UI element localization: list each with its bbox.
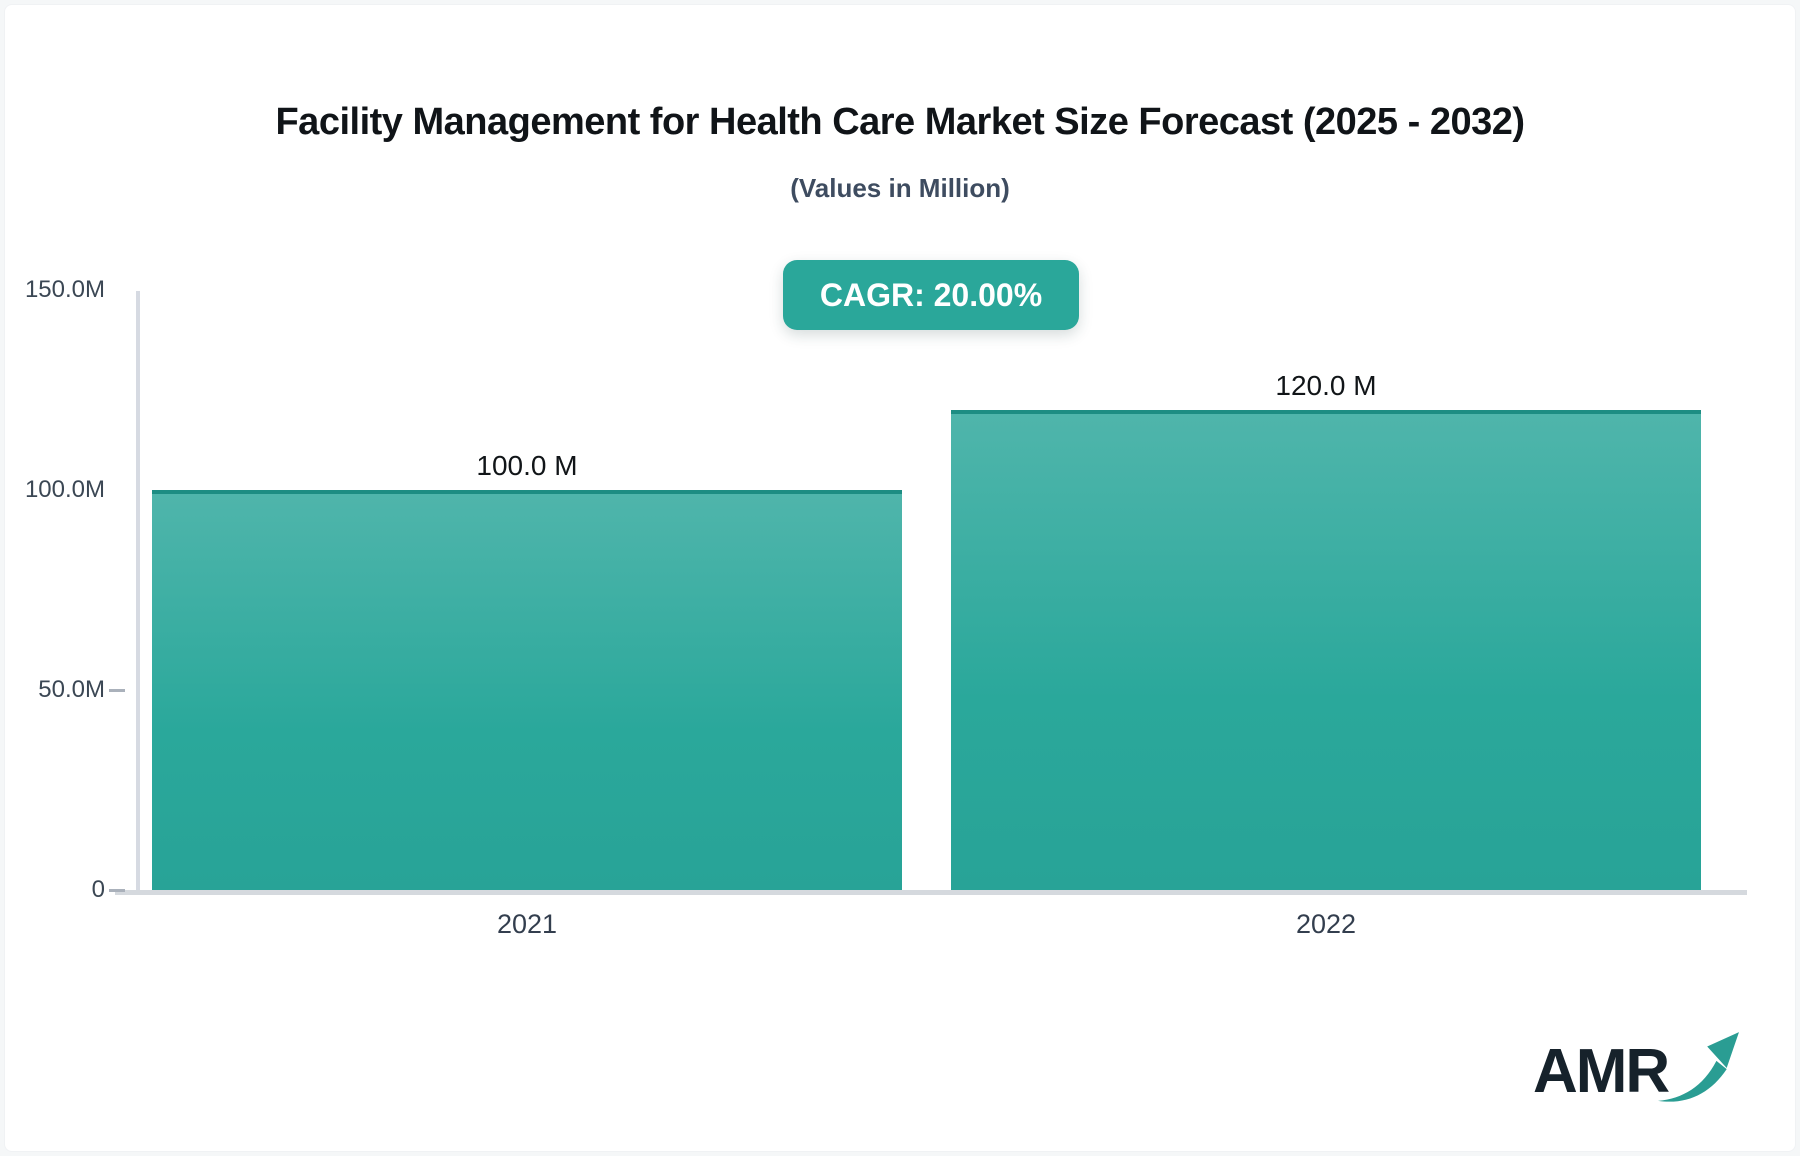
- trend-up-arrow-icon: [1658, 1025, 1740, 1112]
- bar-value-label-2021: 100.0 M: [476, 450, 578, 481]
- y-tick-100m: 100.0M: [24, 476, 105, 503]
- x-axis-line: [115, 890, 1747, 895]
- chart-card: Facility Management for Health Care Mark…: [4, 4, 1796, 1152]
- chart-title: Facility Management for Health Care Mark…: [275, 101, 1525, 143]
- y-tick-150m: 150.0M: [24, 276, 105, 303]
- amr-logo: AMR: [1533, 1031, 1740, 1112]
- x-label-2022: 2022: [1295, 909, 1357, 939]
- y-tick-mark-0: [109, 889, 125, 892]
- x-label-2021: 2021: [496, 909, 558, 939]
- bar-2022[interactable]: [951, 410, 1701, 890]
- bar-2021[interactable]: [152, 490, 902, 890]
- amr-logo-text: AMR: [1533, 1037, 1670, 1106]
- chart-subtitle: (Values in Million): [790, 173, 1010, 203]
- y-tick-0: 0: [91, 876, 105, 903]
- y-axis-line: [136, 291, 140, 892]
- cagr-badge: CAGR: 20.00%: [783, 260, 1079, 330]
- bar-value-label-2022: 120.0 M: [1275, 370, 1377, 401]
- y-tick-mark-50m: [109, 689, 125, 692]
- cagr-badge-label: CAGR: 20.00%: [819, 276, 1043, 313]
- y-tick-50m: 50.0M: [38, 676, 105, 703]
